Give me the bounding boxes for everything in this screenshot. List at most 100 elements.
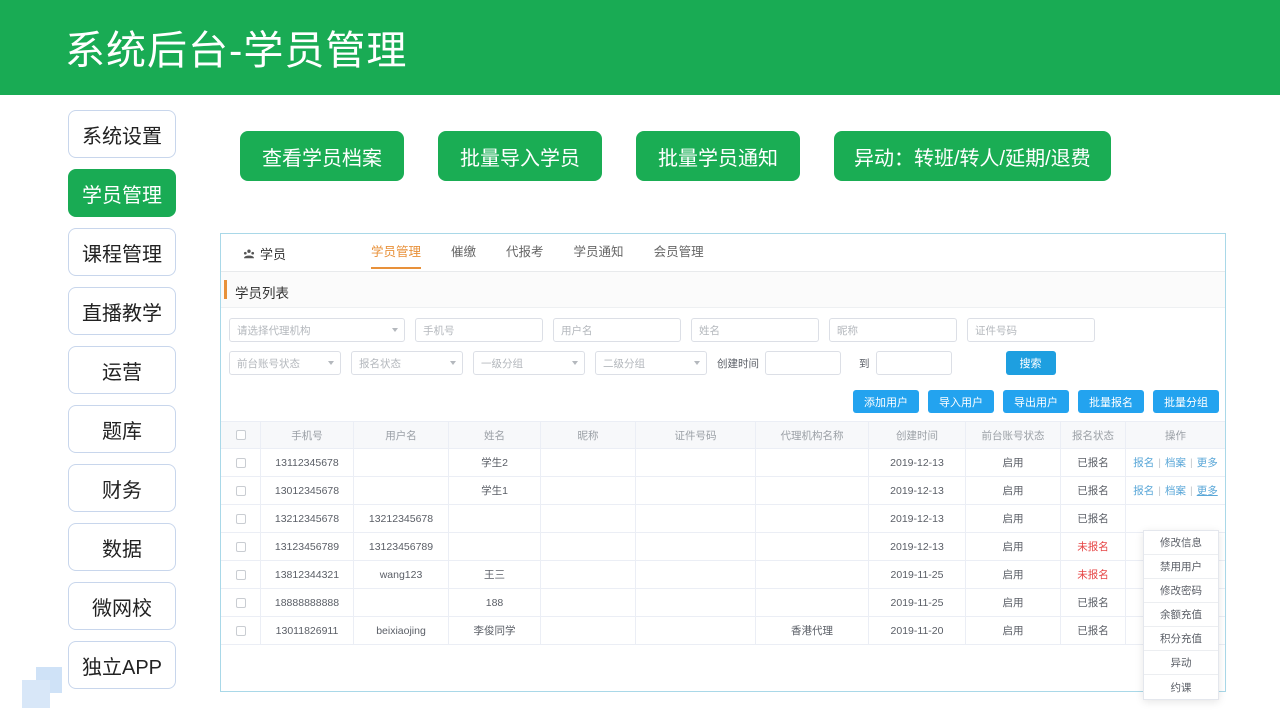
sidebar-item-7[interactable]: 数据	[68, 523, 176, 571]
filter-input-3[interactable]: 姓名	[691, 318, 819, 342]
dropdown-item-4[interactable]: 积分充值	[1144, 627, 1218, 651]
op-button-2[interactable]: 导出用户	[1003, 390, 1069, 413]
tab-2[interactable]: 代报考	[506, 234, 544, 272]
filter-select-0[interactable]: 请选择代理机构	[229, 318, 405, 342]
op-button-label: 导入用户	[939, 396, 983, 409]
dropdown-item-6[interactable]: 约课	[1144, 675, 1218, 699]
dropdown-item-label: 余额充值	[1160, 609, 1202, 621]
student-table: 手机号 用户名 姓名 昵称 证件号码 代理机构名称 创建时间 前台账号状态 报名状态 操作 131…	[221, 421, 1225, 645]
enroll-link[interactable]: 报名	[1133, 485, 1155, 497]
archive-link[interactable]: 档案	[1165, 457, 1186, 469]
cell-account_status: 启用	[966, 589, 1061, 617]
cell-text: 王三	[484, 569, 505, 581]
cell-agency	[756, 449, 869, 477]
top-action-button-0[interactable]: 查看学员档案	[240, 131, 404, 181]
filter-input-5[interactable]: 证件号码	[967, 318, 1095, 342]
dropdown-item-label: 禁用用户	[1160, 561, 1202, 573]
row-checkbox[interactable]	[235, 541, 246, 552]
row-checkbox[interactable]	[235, 513, 246, 524]
row-checkbox[interactable]	[235, 485, 246, 496]
cell-text: 启用	[1002, 457, 1024, 469]
cell-text: 学生1	[481, 485, 508, 497]
tab-label: 学员管理	[371, 245, 422, 259]
cell-idcard	[636, 477, 756, 505]
dropdown-item-label: 约课	[1170, 681, 1192, 694]
top-action-button-1[interactable]: 批量导入学员	[438, 131, 602, 181]
filter-select-r2-2[interactable]: 一级分组	[473, 351, 585, 375]
archive-link[interactable]: 档案	[1165, 485, 1186, 497]
top-action-button-3[interactable]: 异动：转班/转人/延期/退费	[834, 131, 1111, 181]
sidebar-item-9[interactable]: 独立APP	[68, 641, 176, 689]
cell-name	[449, 533, 541, 561]
dropdown-item-5[interactable]: 异动	[1144, 651, 1218, 675]
sidebar-item-1[interactable]: 学员管理	[68, 169, 176, 217]
filter-placeholder: 姓名	[699, 324, 720, 337]
date-to-input[interactable]	[875, 351, 952, 375]
table-col-header-5: 证件号码	[636, 422, 756, 449]
enroll-link[interactable]: 报名	[1133, 457, 1155, 469]
sidebar-item-2[interactable]: 课程管理	[68, 228, 176, 276]
sidebar-item-3[interactable]: 直播教学	[68, 287, 176, 335]
more-actions-dropdown[interactable]: 修改信息禁用用户修改密码余额充值积分充值 异动约课	[1143, 530, 1219, 700]
cell-username	[354, 449, 449, 477]
sidebar-item-6[interactable]: 财务	[68, 464, 176, 512]
sidebar-item-label: 学员管理	[82, 184, 162, 207]
table-col-label: 代理机构名称	[780, 429, 844, 442]
sidebar-item-8[interactable]: 微网校	[68, 582, 176, 630]
tab-3[interactable]: 学员通知	[574, 234, 624, 272]
module-label: 学员	[243, 244, 286, 263]
row-checkbox[interactable]	[235, 457, 246, 468]
more-link[interactable]: 更多	[1196, 457, 1218, 469]
row-checkbox[interactable]	[235, 569, 246, 580]
cell-idcard	[636, 589, 756, 617]
ops-group: 报名 | 档案 | 更多	[1133, 483, 1217, 498]
table-row: 13012345678 学生1 2019-12-13 启用 已报名 报名 | 档案 | 更多	[221, 477, 1225, 505]
row-checkbox[interactable]	[235, 625, 246, 636]
row-checkbox[interactable]	[235, 597, 246, 608]
op-button-1[interactable]: 导入用户	[928, 390, 994, 413]
card-tabs: 学员管理 催缴 代报考 学员通知 会员管理	[371, 234, 734, 272]
dropdown-item-2[interactable]: 修改密码	[1144, 579, 1218, 603]
cell-username: 13212345678	[354, 505, 449, 533]
sidebar-item-4[interactable]: 运营	[68, 346, 176, 394]
filter-select-r2-1[interactable]: 报名状态	[351, 351, 463, 375]
cell-text: 启用	[1002, 625, 1024, 637]
tab-1[interactable]: 催缴	[451, 234, 476, 272]
top-action-label: 批量导入学员	[460, 147, 580, 170]
table-row: 18888888888 188 2019-11-25 启用 已报名	[221, 589, 1225, 617]
filter-input-4[interactable]: 昵称	[829, 318, 957, 342]
cell-enroll-status: 已报名	[1061, 617, 1126, 645]
filter-select-r2-3[interactable]: 二级分组	[595, 351, 707, 375]
top-action-label: 查看学员档案	[262, 147, 382, 170]
op-button-4[interactable]: 批量分组	[1153, 390, 1219, 413]
filter-input-1[interactable]: 手机号	[415, 318, 543, 342]
dropdown-item-3[interactable]: 余额充值	[1144, 603, 1218, 627]
more-link[interactable]: 更多	[1196, 485, 1218, 497]
cell-created: 2019-11-25	[869, 589, 966, 617]
dropdown-item-1[interactable]: 禁用用户	[1144, 555, 1218, 579]
cell-text: 18888888888	[274, 596, 340, 609]
select-all-checkbox[interactable]	[235, 430, 246, 440]
cell-enroll-status: 已报名	[1061, 589, 1126, 617]
search-button[interactable]: 搜索	[1005, 351, 1056, 375]
sidebar-item-label: 运营	[102, 361, 142, 384]
table-col-label: 昵称	[577, 429, 599, 442]
row-select-cell	[221, 477, 261, 505]
sidebar-item-5[interactable]: 题库	[68, 405, 176, 453]
table-col-header-10: 操作	[1126, 422, 1225, 449]
table-op-bar: 添加用户 导入用户 导出用户 批量报名 批量分组	[221, 388, 1225, 421]
tab-0[interactable]: 学员管理	[371, 234, 422, 272]
dropdown-item-0[interactable]: 修改信息	[1144, 531, 1218, 555]
cell-enroll-status: 已报名	[1061, 477, 1126, 505]
op-button-3[interactable]: 批量报名	[1078, 390, 1144, 413]
filter-input-2[interactable]: 用户名	[553, 318, 681, 342]
sidebar-item-label: 财务	[102, 479, 142, 502]
tab-4[interactable]: 会员管理	[654, 234, 704, 272]
filter-select-r2-0[interactable]: 前台账号状态	[229, 351, 341, 375]
date-from-input[interactable]	[765, 351, 841, 375]
top-action-bar: 查看学员档案 批量导入学员 批量学员通知 异动：转班/转人/延期/退费	[240, 131, 1145, 181]
op-button-0[interactable]: 添加用户	[853, 390, 919, 413]
sidebar-item-0[interactable]: 系统设置	[68, 110, 176, 158]
top-action-button-2[interactable]: 批量学员通知	[636, 131, 800, 181]
filter-placeholder: 用户名	[561, 324, 593, 337]
